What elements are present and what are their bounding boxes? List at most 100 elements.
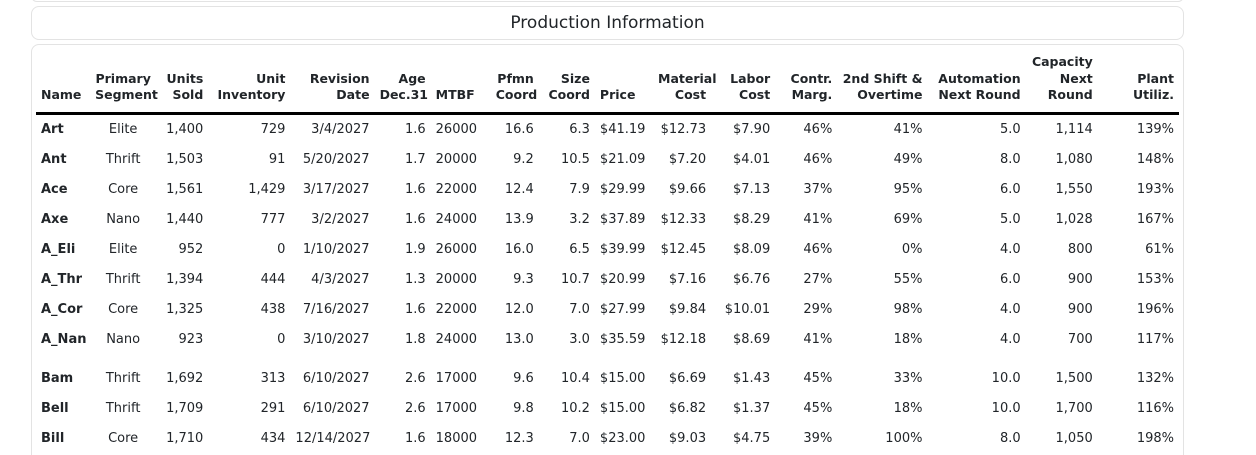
cell-unit-inventory: 438 (260, 301, 286, 317)
cell-revision-date: 12/14/2027 (295, 430, 371, 446)
cell-labor-cost: $7.90 (733, 121, 771, 137)
cell-plant-utiliz: 198% (1136, 430, 1174, 446)
cell-mtbf: 26000 (435, 241, 478, 257)
cell-capacity-next-round: 900 (1067, 301, 1093, 317)
cell-material-cost: $9.66 (668, 181, 707, 197)
table-row: Ace Core 1,561 1,429 3/17/2027 1.6 22000 12.4 7.… (36, 175, 1179, 205)
cell-price: $29.99 (599, 181, 646, 197)
cell-name: A_Thr (41, 271, 83, 287)
cell-name: A_Nan (41, 331, 87, 347)
cell-revision-date: 6/10/2027 (302, 400, 370, 416)
table-row: A_Eli Elite 952 0 1/10/2027 1.9 26000 16.0 6.5 $3… (36, 235, 1179, 265)
cell-labor-cost: $6.76 (733, 271, 771, 287)
cell-pfmn-coord: 9.3 (513, 271, 534, 287)
cell-name: Art (41, 121, 64, 137)
cell-material-cost: $12.18 (660, 331, 707, 347)
cell-material-cost: $9.03 (668, 430, 707, 446)
cell-price: $39.99 (599, 241, 646, 257)
cell-mtbf: 17000 (435, 370, 478, 386)
cell-mtbf: 26000 (435, 121, 478, 137)
cell-size-coord: 10.4 (560, 370, 590, 386)
column-header-material-cost: Material Cost (653, 45, 717, 115)
cell-price: $15.00 (599, 400, 646, 416)
cell-size-coord: 7.0 (569, 430, 590, 446)
cell-revision-date: 4/3/2027 (311, 271, 370, 287)
column-header-units-sold: Units Sold (156, 45, 209, 115)
cell-capacity-next-round: 700 (1067, 331, 1093, 347)
cell-automation-next-round: 5.0 (999, 121, 1021, 137)
cell-second-shift-overtime: 18% (893, 331, 923, 347)
cell-plant-utiliz: 132% (1136, 370, 1174, 386)
cell-primary-segment: Thrift (105, 151, 141, 167)
cell-unit-inventory: 434 (260, 430, 286, 446)
column-header-labor-cost: Labor Cost (711, 45, 776, 115)
cell-material-cost: $6.69 (668, 370, 707, 386)
cell-automation-next-round: 4.0 (999, 301, 1021, 317)
cell-age-dec31: 1.6 (404, 430, 426, 446)
cell-price: $37.89 (599, 211, 646, 227)
cell-units-sold: 1,394 (166, 271, 204, 287)
cell-plant-utiliz: 116% (1136, 400, 1174, 416)
cell-pfmn-coord: 13.9 (504, 211, 534, 227)
table-header: Name Primary Segment Units Sold Unit Inventory… (36, 45, 1179, 115)
cell-price: $27.99 (599, 301, 646, 317)
cell-second-shift-overtime: 49% (893, 151, 923, 167)
cell-name: Bam (41, 370, 74, 386)
cell-name: Bill (41, 430, 65, 446)
cell-automation-next-round: 10.0 (991, 370, 1021, 386)
cell-size-coord: 6.3 (569, 121, 590, 137)
cell-mtbf: 17000 (435, 400, 478, 416)
cell-units-sold: 1,710 (166, 430, 204, 446)
cell-age-dec31: 1.3 (404, 271, 426, 287)
cell-labor-cost: $8.69 (733, 331, 771, 347)
table-row: A_Nan Nano 923 0 3/10/2027 1.8 24000 13.0 3.0 $35… (36, 325, 1179, 355)
cell-unit-inventory: 1,429 (248, 181, 286, 197)
cell-revision-date: 3/4/2027 (311, 121, 370, 137)
cell-plant-utiliz: 196% (1136, 301, 1174, 317)
cell-contr-marg: 45% (803, 400, 833, 416)
cell-second-shift-overtime: 98% (893, 301, 923, 317)
column-header-size-coord: Size Coord (538, 45, 595, 115)
cell-age-dec31: 1.6 (404, 301, 426, 317)
cell-pfmn-coord: 12.3 (504, 430, 534, 446)
cell-second-shift-overtime: 41% (893, 121, 923, 137)
cell-contr-marg: 46% (803, 121, 833, 137)
cell-units-sold: 1,325 (166, 301, 204, 317)
production-table: Name Primary Segment Units Sold Unit Inventory… (36, 45, 1179, 455)
cell-unit-inventory: 313 (260, 370, 286, 386)
cell-plant-utiliz: 153% (1136, 271, 1174, 287)
cell-primary-segment: Thrift (105, 400, 141, 416)
column-header-name: Name (36, 45, 91, 115)
column-header-revision-date: Revision Date (290, 45, 375, 115)
cell-size-coord: 10.5 (560, 151, 590, 167)
cell-name: A_Eli (41, 241, 76, 257)
cell-age-dec31: 1.9 (404, 241, 426, 257)
row-group-spacer (36, 355, 1179, 364)
cell-primary-segment: Nano (106, 211, 141, 227)
table-row: Bam Thrift 1,692 313 6/10/2027 2.6 17000 9.6 10.… (36, 364, 1179, 394)
cell-units-sold: 1,440 (166, 211, 204, 227)
cell-mtbf: 18000 (435, 430, 478, 446)
cell-size-coord: 10.2 (560, 400, 590, 416)
cell-name: Ant (41, 151, 67, 167)
cell-capacity-next-round: 1,550 (1055, 181, 1093, 197)
cell-mtbf: 20000 (435, 271, 478, 287)
table-row: A_Thr Thrift 1,394 444 4/3/2027 1.3 20000 9.3 10… (36, 265, 1179, 295)
cell-primary-segment: Thrift (105, 370, 141, 386)
cell-name: A_Cor (41, 301, 83, 317)
cell-plant-utiliz: 167% (1136, 211, 1174, 227)
clipped-card-above (31, 0, 1184, 2)
cell-unit-inventory: 91 (268, 151, 286, 167)
cell-size-coord: 3.0 (569, 331, 590, 347)
cell-second-shift-overtime: 33% (893, 370, 923, 386)
cell-labor-cost: $8.09 (733, 241, 771, 257)
cell-material-cost: $12.73 (660, 121, 707, 137)
cell-pfmn-coord: 13.0 (504, 331, 534, 347)
cell-units-sold: 1,400 (166, 121, 204, 137)
cell-unit-inventory: 0 (277, 241, 286, 257)
cell-mtbf: 24000 (435, 331, 478, 347)
cell-second-shift-overtime: 55% (893, 271, 923, 287)
cell-units-sold: 952 (178, 241, 204, 257)
cell-revision-date: 3/10/2027 (302, 331, 370, 347)
cell-contr-marg: 45% (803, 370, 833, 386)
